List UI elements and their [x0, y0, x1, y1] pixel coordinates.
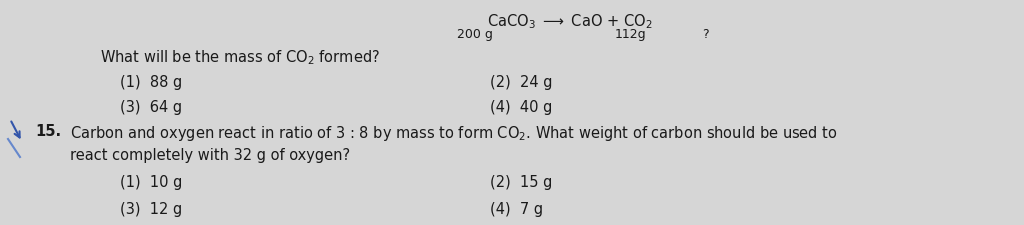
Text: Carbon and oxygen react in ratio of 3 : 8 by mass to form CO$_2$. What weight of: Carbon and oxygen react in ratio of 3 : … — [70, 124, 838, 142]
Text: What will be the mass of CO$_2$ formed?: What will be the mass of CO$_2$ formed? — [100, 48, 380, 66]
Text: (4)  40 g: (4) 40 g — [490, 99, 552, 115]
Text: 200 g: 200 g — [457, 28, 493, 41]
Text: (2)  15 g: (2) 15 g — [490, 174, 552, 189]
Text: ?: ? — [701, 28, 709, 41]
Text: react completely with 32 g of oxygen?: react completely with 32 g of oxygen? — [70, 147, 350, 162]
Text: (3)  64 g: (3) 64 g — [120, 99, 182, 115]
Text: (3)  12 g: (3) 12 g — [120, 201, 182, 216]
Text: (4)  7 g: (4) 7 g — [490, 201, 543, 216]
Text: (1)  10 g: (1) 10 g — [120, 174, 182, 189]
Text: (2)  24 g: (2) 24 g — [490, 75, 553, 90]
Text: CaCO$_3$ $\longrightarrow$ CaO + CO$_2$: CaCO$_3$ $\longrightarrow$ CaO + CO$_2$ — [487, 12, 652, 31]
Text: 15.: 15. — [35, 124, 61, 138]
Text: (1)  88 g: (1) 88 g — [120, 75, 182, 90]
Text: 112g: 112g — [614, 28, 646, 41]
